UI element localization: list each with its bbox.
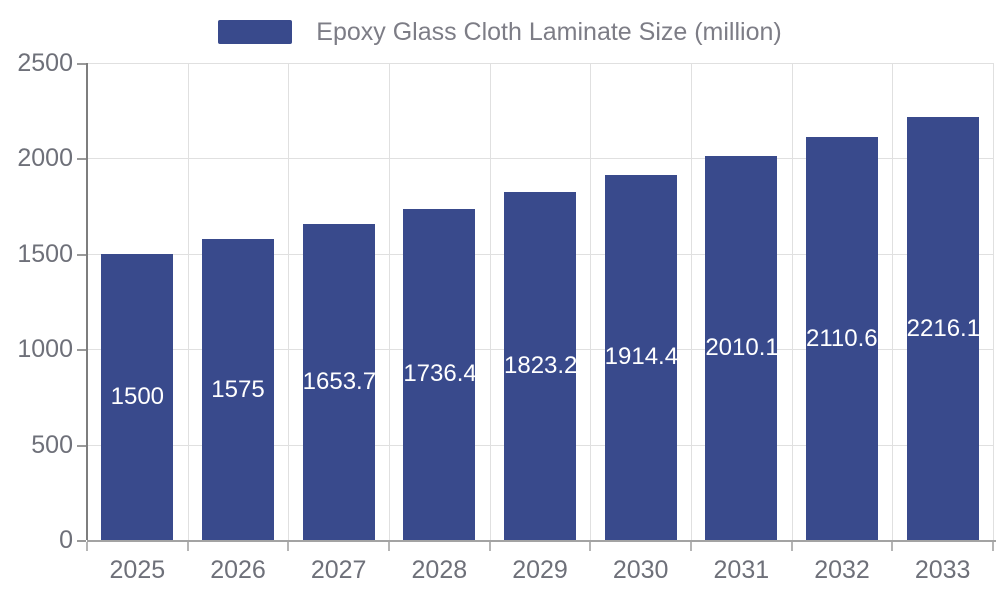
- x-tick-label: 2027: [310, 556, 367, 584]
- bar-value-label: 1500: [110, 382, 165, 410]
- y-axis-tick: [77, 63, 86, 65]
- x-tick-label: 2030: [612, 556, 669, 584]
- legend[interactable]: Epoxy Glass Cloth Laminate Size (million…: [0, 16, 1000, 48]
- gridline-vertical: [993, 63, 994, 540]
- bar-value-label: 2010.14: [705, 334, 778, 362]
- y-tick-label: 2500: [17, 49, 73, 77]
- bar[interactable]: 1575: [202, 239, 274, 540]
- y-tick-label: 0: [59, 526, 73, 554]
- x-tick-label: 2032: [814, 556, 870, 584]
- x-axis-line: [87, 540, 996, 542]
- gridline-vertical: [892, 63, 894, 540]
- y-tick-label: 500: [31, 430, 73, 459]
- x-axis-tick: [388, 542, 390, 551]
- bar-value-label: 2216.18: [906, 314, 979, 342]
- bar-value-label: 2110.65: [806, 324, 878, 352]
- y-axis-tick: [77, 253, 86, 256]
- x-axis-tick: [589, 542, 592, 551]
- y-tick-label: 1500: [17, 239, 73, 268]
- x-tick-label: 2028: [411, 556, 468, 584]
- x-tick-label: 2031: [713, 556, 770, 584]
- bar[interactable]: 1736.44: [403, 208, 476, 540]
- x-axis-tick: [287, 542, 290, 551]
- gridline-vertical: [288, 63, 290, 540]
- gridline-horizontal: [87, 63, 993, 64]
- x-tick-label: 2029: [512, 556, 568, 584]
- x-tick-label: 2026: [210, 556, 266, 584]
- bar[interactable]: 1500: [101, 253, 174, 540]
- y-axis-tick: [77, 158, 86, 161]
- bar[interactable]: 2010.14: [705, 156, 778, 540]
- x-axis-tick: [186, 542, 189, 551]
- y-axis-line: [86, 63, 88, 540]
- x-tick-label: 2025: [109, 556, 166, 584]
- bar[interactable]: 2216.18: [906, 117, 979, 540]
- bar-value-label: 1575: [211, 375, 265, 403]
- bar-value-label: 1736.44: [403, 360, 476, 388]
- x-axis-tick: [891, 542, 894, 551]
- gridline-vertical: [691, 63, 692, 540]
- y-axis-tick: [77, 444, 86, 447]
- x-tick-label: 2033: [914, 556, 971, 584]
- legend-label: Epoxy Glass Cloth Laminate Size (million…: [316, 17, 782, 46]
- gridline-vertical: [590, 63, 592, 540]
- bar[interactable]: 1653.75: [302, 224, 375, 540]
- x-axis-tick: [790, 542, 793, 551]
- bar-value-label: 1653.75: [302, 368, 375, 396]
- y-axis-tick: [77, 349, 86, 352]
- x-axis-tick: [86, 542, 88, 551]
- y-axis-tick: [77, 540, 86, 542]
- bar[interactable]: 2110.65: [806, 137, 878, 540]
- x-axis-tick: [488, 542, 491, 551]
- bar[interactable]: 1914.42: [604, 174, 677, 540]
- gridline-horizontal: [87, 158, 993, 160]
- legend-swatch: [218, 20, 293, 44]
- gridline-vertical: [489, 63, 491, 540]
- gridline-vertical: [187, 63, 189, 540]
- y-tick-label: 2000: [17, 144, 73, 173]
- gridline-vertical: [389, 63, 390, 540]
- x-axis-tick: [690, 542, 692, 551]
- bar-value-label: 1914.42: [604, 343, 677, 371]
- bar-value-label: 1823.26: [504, 352, 576, 380]
- x-axis-tick: [992, 542, 994, 551]
- gridline-vertical: [791, 63, 793, 540]
- bar[interactable]: 1823.26: [504, 192, 576, 540]
- y-tick-label: 1000: [17, 335, 73, 364]
